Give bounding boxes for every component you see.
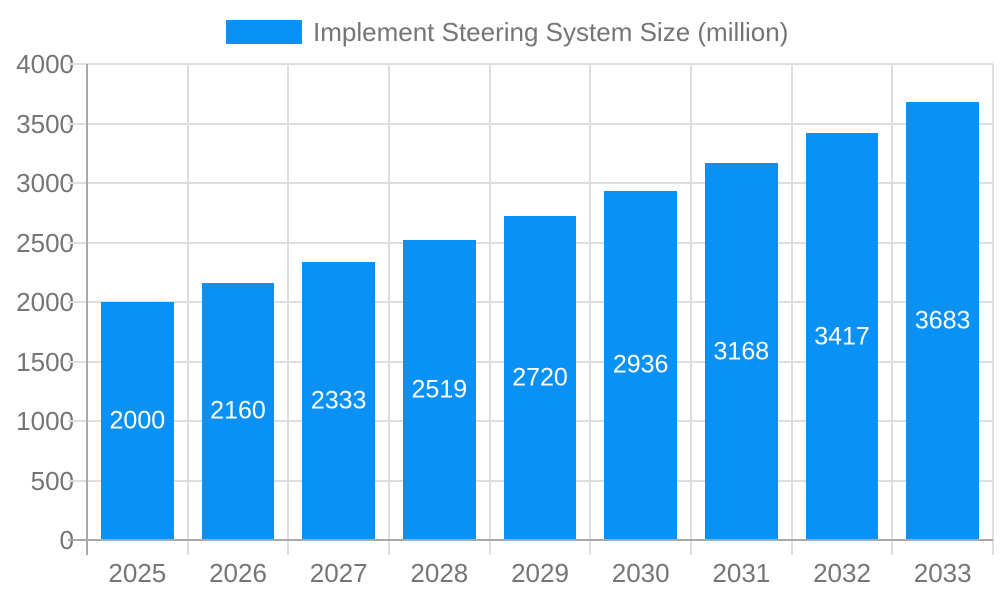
- x-tick: [387, 540, 390, 555]
- y-axis-line: [86, 64, 88, 555]
- v-gridline: [488, 64, 491, 540]
- y-tick-label: 3500: [16, 108, 74, 139]
- y-axis-labels: 0 500 1000 1500 2000 2500 3000 3500 4000: [0, 51, 74, 553]
- y-tick-label: 1000: [16, 406, 74, 436]
- legend-swatch-icon: [226, 20, 302, 45]
- x-tick: [488, 540, 491, 555]
- x-tick: [589, 540, 592, 555]
- x-tick-label: 2027: [309, 558, 368, 588]
- x-tick: [689, 540, 692, 555]
- bar[interactable]: [906, 101, 979, 540]
- x-axis-line: [68, 539, 993, 541]
- bar[interactable]: [503, 216, 577, 540]
- bar[interactable]: [201, 282, 275, 540]
- h-gridline: [68, 182, 993, 184]
- x-tick-label: 2026: [209, 558, 267, 588]
- y-tick-label: 2000: [16, 287, 74, 317]
- y-tick-label: 4000: [16, 49, 74, 79]
- bar[interactable]: [604, 190, 677, 540]
- bar-value-label: 2720: [512, 363, 568, 392]
- y-tick-label: 0: [59, 525, 74, 555]
- bar-value-label: 2519: [411, 375, 468, 404]
- y-tick-label: 3000: [16, 168, 74, 198]
- v-gridline: [790, 64, 793, 540]
- bar-value-label: 2000: [109, 406, 166, 435]
- v-gridline: [689, 64, 692, 540]
- v-gridline: [287, 64, 290, 540]
- bar[interactable]: [705, 163, 778, 540]
- bar[interactable]: [302, 262, 375, 540]
- y-tick-label: 500: [30, 465, 74, 496]
- x-tick-label: 2025: [108, 558, 167, 588]
- legend-label: Implement Steering System Size (million): [313, 17, 789, 47]
- x-tick: [790, 540, 793, 555]
- v-gridline: [992, 64, 994, 540]
- x-tick-label: 2028: [410, 558, 469, 588]
- h-gridline: [68, 122, 993, 125]
- x-tick-label: 2033: [913, 558, 972, 588]
- plot-area: 2000 2160 2333 2519 2720 2936 3168 3417 3683: [68, 63, 994, 555]
- bar-value-label: 3683: [914, 306, 971, 335]
- y-tick-label: 1500: [16, 346, 74, 377]
- x-tick-label: 2031: [712, 558, 771, 588]
- legend[interactable]: Implement Steering System Size (million): [226, 18, 788, 47]
- bar-value-label: 2160: [210, 396, 266, 425]
- x-tick-label: 2030: [611, 558, 670, 588]
- v-gridline: [186, 64, 189, 540]
- v-gridline: [387, 64, 390, 540]
- bar-value-label: 2936: [612, 350, 669, 379]
- x-tick-label: 2029: [511, 558, 569, 588]
- bar-value-label: 3168: [713, 337, 770, 365]
- h-gridline: [68, 63, 993, 65]
- v-gridline: [891, 64, 894, 540]
- y-tick-label: 2500: [16, 227, 74, 258]
- x-tick-label: 2032: [813, 558, 871, 588]
- x-tick: [287, 540, 290, 555]
- x-tick: [186, 540, 189, 555]
- bar[interactable]: [101, 302, 174, 540]
- bar-value-label: 3417: [814, 322, 870, 351]
- bar-value-label: 2333: [310, 386, 367, 415]
- x-tick: [891, 540, 894, 555]
- x-tick: [992, 540, 994, 555]
- v-gridline: [589, 64, 592, 540]
- x-axis-labels: 2025 2026 2027 2028 2029 2030 2031 2032 2033: [87, 560, 993, 590]
- bar[interactable]: [403, 240, 476, 540]
- bar[interactable]: [805, 133, 879, 540]
